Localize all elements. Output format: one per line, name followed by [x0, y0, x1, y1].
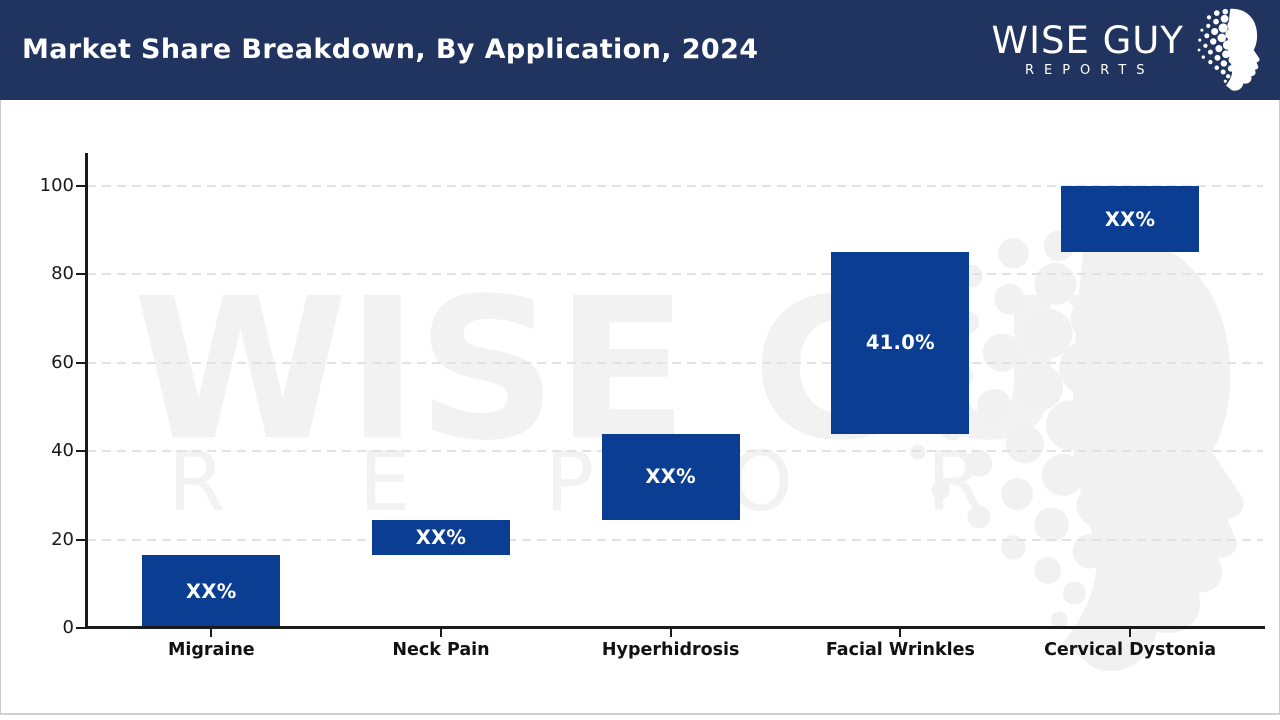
y-tick-mark	[76, 361, 85, 364]
x-category-label: Cervical Dystonia	[1044, 640, 1217, 660]
x-axis-line	[85, 626, 1265, 629]
gridline-y-80	[87, 273, 1263, 276]
y-tick-mark	[76, 273, 85, 276]
y-tick-mark	[76, 627, 85, 629]
y-tick-label: 100	[39, 175, 74, 196]
x-category-label: Hyperhidrosis	[601, 640, 740, 660]
y-tick-label: 40	[51, 440, 74, 462]
y-tick-label: 20	[51, 528, 74, 550]
card-border-left	[0, 100, 1, 713]
brand-name: WISE GUY	[991, 19, 1184, 63]
y-tick-label: 60	[51, 351, 74, 373]
bar-value-label: XX%	[186, 580, 237, 604]
header-banner: Market Share Breakdown, By Application, …	[0, 0, 1280, 100]
x-category-label: Migraine	[167, 640, 255, 660]
bar-facial-wrinkles: 41.0%	[831, 252, 970, 434]
brand-subname: REPORTS	[1024, 62, 1155, 78]
x-tick-mark	[210, 629, 213, 637]
gridline-y-100	[87, 185, 1263, 187]
x-tick-mark	[669, 629, 672, 637]
footer-divider-line	[0, 713, 1280, 715]
y-tick-label: 80	[51, 263, 74, 285]
y-tick-mark	[76, 450, 85, 453]
gridline-y-60	[87, 361, 1263, 364]
x-tick-mark	[1129, 629, 1132, 637]
x-category-label: Neck Pain	[392, 640, 490, 660]
y-tick-mark	[76, 538, 85, 541]
bar-cervical-dystonia: XX%	[1061, 186, 1200, 253]
x-tick-mark	[899, 629, 902, 637]
y-axis-line	[85, 153, 88, 629]
gridline-y-20	[87, 538, 1263, 541]
brand-face-dots-icon	[1197, 8, 1260, 91]
bar-value-label: XX%	[1104, 207, 1156, 231]
page-title: Market Share Breakdown, By Application, …	[22, 34, 759, 65]
bar-value-label: XX%	[645, 465, 696, 489]
x-tick-mark	[440, 629, 442, 637]
bar-value-label: XX%	[415, 525, 467, 549]
bar-value-label: 41.0%	[865, 331, 935, 355]
bar-neck-pain: XX%	[372, 519, 510, 556]
y-tick-label: 0	[62, 617, 74, 638]
bar-migraine: XX%	[142, 555, 281, 628]
y-tick-mark	[76, 185, 85, 187]
brand-logo: WISE GUY REPORTS	[992, 0, 1266, 100]
x-category-label: Facial Wrinkles	[825, 640, 975, 660]
bar-hyperhidrosis: XX%	[601, 433, 740, 520]
